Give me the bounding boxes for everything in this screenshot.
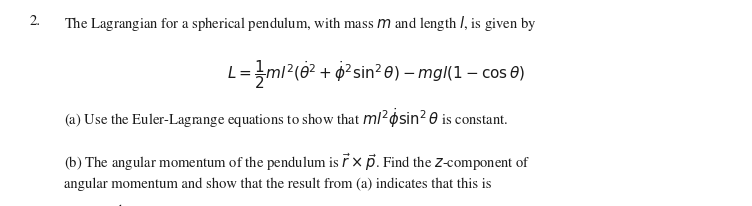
Text: angular momentum and show that the result from (a) indicates that this is: angular momentum and show that the resul… <box>64 177 491 191</box>
Text: $L = \dfrac{1}{2}ml^{2}(\dot{\theta}^{2} + \dot{\phi}^{2}\sin^{2}\theta) - mgl(1: $L = \dfrac{1}{2}ml^{2}(\dot{\theta}^{2}… <box>227 58 525 90</box>
Text: (a) Use the Euler-Lagrange equations to show that $ml^{2}\dot{\phi}\sin^{2}\thet: (a) Use the Euler-Lagrange equations to … <box>64 106 508 130</box>
Text: 2.: 2. <box>30 14 41 28</box>
Text: The Lagrangian for a spherical pendulum, with mass $m$ and length $l$, is given : The Lagrangian for a spherical pendulum,… <box>64 14 536 33</box>
Text: conserved.: conserved. <box>64 204 127 206</box>
Text: (b) The angular momentum of the pendulum is $\vec{r}\times\vec{p}$. Find the $z$: (b) The angular momentum of the pendulum… <box>64 150 530 172</box>
